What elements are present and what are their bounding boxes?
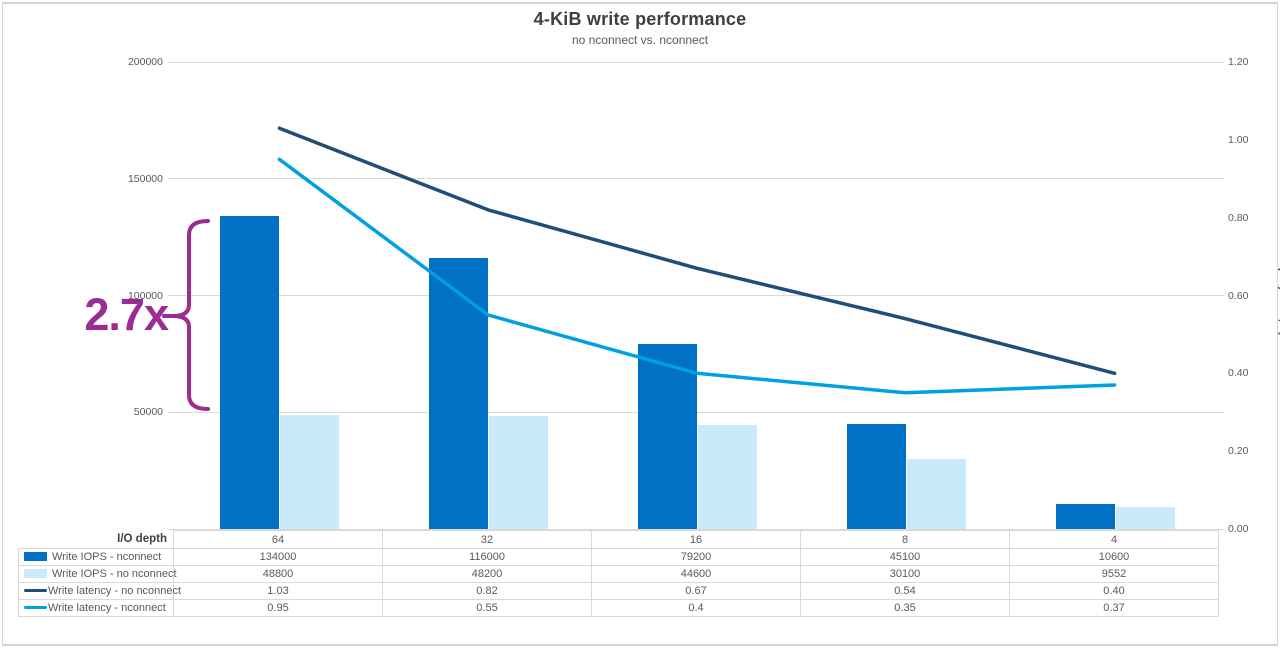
value-cell: 0.37: [1009, 599, 1219, 617]
category-label: 64: [173, 530, 383, 549]
value-cell: 48800: [173, 565, 383, 583]
value-cell: 9552: [1009, 565, 1219, 583]
bar-no-nconnect: [489, 416, 549, 529]
legend-swatch: [24, 605, 47, 609]
left-axis-tick-label: 150000: [127, 172, 163, 185]
value-cell: 48200: [382, 565, 592, 583]
legend-swatch: [24, 568, 47, 578]
left-axis-tick-label: 200000: [127, 56, 163, 68]
right-axis-tick-label: 0.60: [1228, 289, 1249, 302]
bar-no-nconnect: [1115, 506, 1175, 529]
bar-no-nconnect: [698, 424, 757, 529]
right-axis-tick-label: 0.00: [1228, 523, 1249, 535]
value-cell: 0.40: [1009, 582, 1219, 600]
value-cell: 0.82: [382, 582, 592, 600]
right-axis-tick-label: 0.80: [1228, 211, 1249, 224]
table-row: Write IOPS - nconnect 134000 116000 79200 45…: [18, 548, 1219, 566]
value-cell: 0.55: [382, 599, 592, 617]
value-cell: 1.03: [173, 582, 383, 600]
table-row: Write latency - nconnect 0.95 0.55 0.4 0.35 0…: [18, 599, 1219, 617]
bar-nconnect: [638, 344, 697, 529]
io-depth-header: I/O depth: [117, 533, 167, 546]
right-axis-tick-label: 1.00: [1228, 133, 1249, 146]
left-axis-tick-label: 50000: [133, 406, 163, 419]
bar-no-nconnect: [906, 458, 966, 529]
value-cell: 79200: [591, 548, 801, 566]
gridline: [168, 528, 1224, 530]
table-header-row: I/O depth 64 32 16 8 4: [19, 530, 1219, 549]
right-axis-tick-label: 0.20: [1228, 445, 1249, 458]
series-label-cell: Write latency - nconnect: [18, 599, 174, 617]
chart-header: 4-KiB write performance no nconnect vs. …: [0, 9, 1280, 47]
data-table: I/O depth 64 32 16 8 4 Write IOPS - nconnect 13…: [18, 530, 1219, 617]
value-cell: 45100: [800, 548, 1010, 566]
latency-line: [277, 126, 1117, 376]
plot-area: [168, 61, 1224, 530]
gridline: [168, 178, 1224, 180]
right-axis-tick-label: 0.40: [1228, 367, 1249, 380]
category-label: 16: [591, 530, 801, 549]
value-cell: 44600: [591, 565, 801, 583]
gridline: [168, 295, 1224, 296]
multiplier-brace: [162, 219, 210, 411]
value-cell: 0.35: [800, 599, 1010, 617]
table-row: Write latency - no nconnect 1.03 0.82 0.67 0…: [18, 582, 1219, 600]
legend-swatch: [24, 588, 47, 592]
chart-title: 4-KiB write performance: [533, 9, 747, 29]
bar-no-nconnect: [280, 415, 340, 529]
table-row: Write IOPS - no nconnect 48800 48200 44600 3…: [18, 565, 1219, 583]
category-label: 32: [382, 530, 592, 549]
series-label-cell: Write latency - no nconnect: [18, 582, 181, 600]
value-cell: 0.95: [173, 599, 383, 617]
right-axis-tick-label: 1.20: [1228, 56, 1249, 68]
bar-nconnect: [846, 423, 906, 529]
value-cell: 30100: [800, 565, 1010, 583]
bar-nconnect: [220, 216, 280, 529]
value-cell: 116000: [382, 548, 592, 566]
value-cell: 0.54: [800, 582, 1010, 600]
value-cell: 134000: [173, 548, 383, 566]
value-cell: 10600: [1009, 548, 1219, 566]
lines-layer: [277, 126, 1117, 395]
category-label: 4: [1009, 530, 1219, 549]
left-axis-tick-label: 100000: [127, 289, 163, 302]
series-label-cell: Write IOPS - nconnect: [18, 548, 174, 566]
multiplier-annotation: 2.7x: [84, 289, 169, 340]
gridline: [168, 61, 1224, 63]
value-cell: 0.67: [591, 582, 801, 600]
legend-swatch: [24, 551, 47, 561]
series-label-cell: Write IOPS - no nconnect: [18, 565, 177, 583]
category-label: 8: [800, 530, 1010, 549]
chart-subtitle: no nconnect vs. nconnect: [571, 33, 709, 47]
latency-line: [277, 157, 1117, 395]
bar-nconnect: [429, 258, 489, 529]
value-cell: 0.4: [591, 599, 801, 617]
bar-nconnect: [1055, 504, 1115, 529]
